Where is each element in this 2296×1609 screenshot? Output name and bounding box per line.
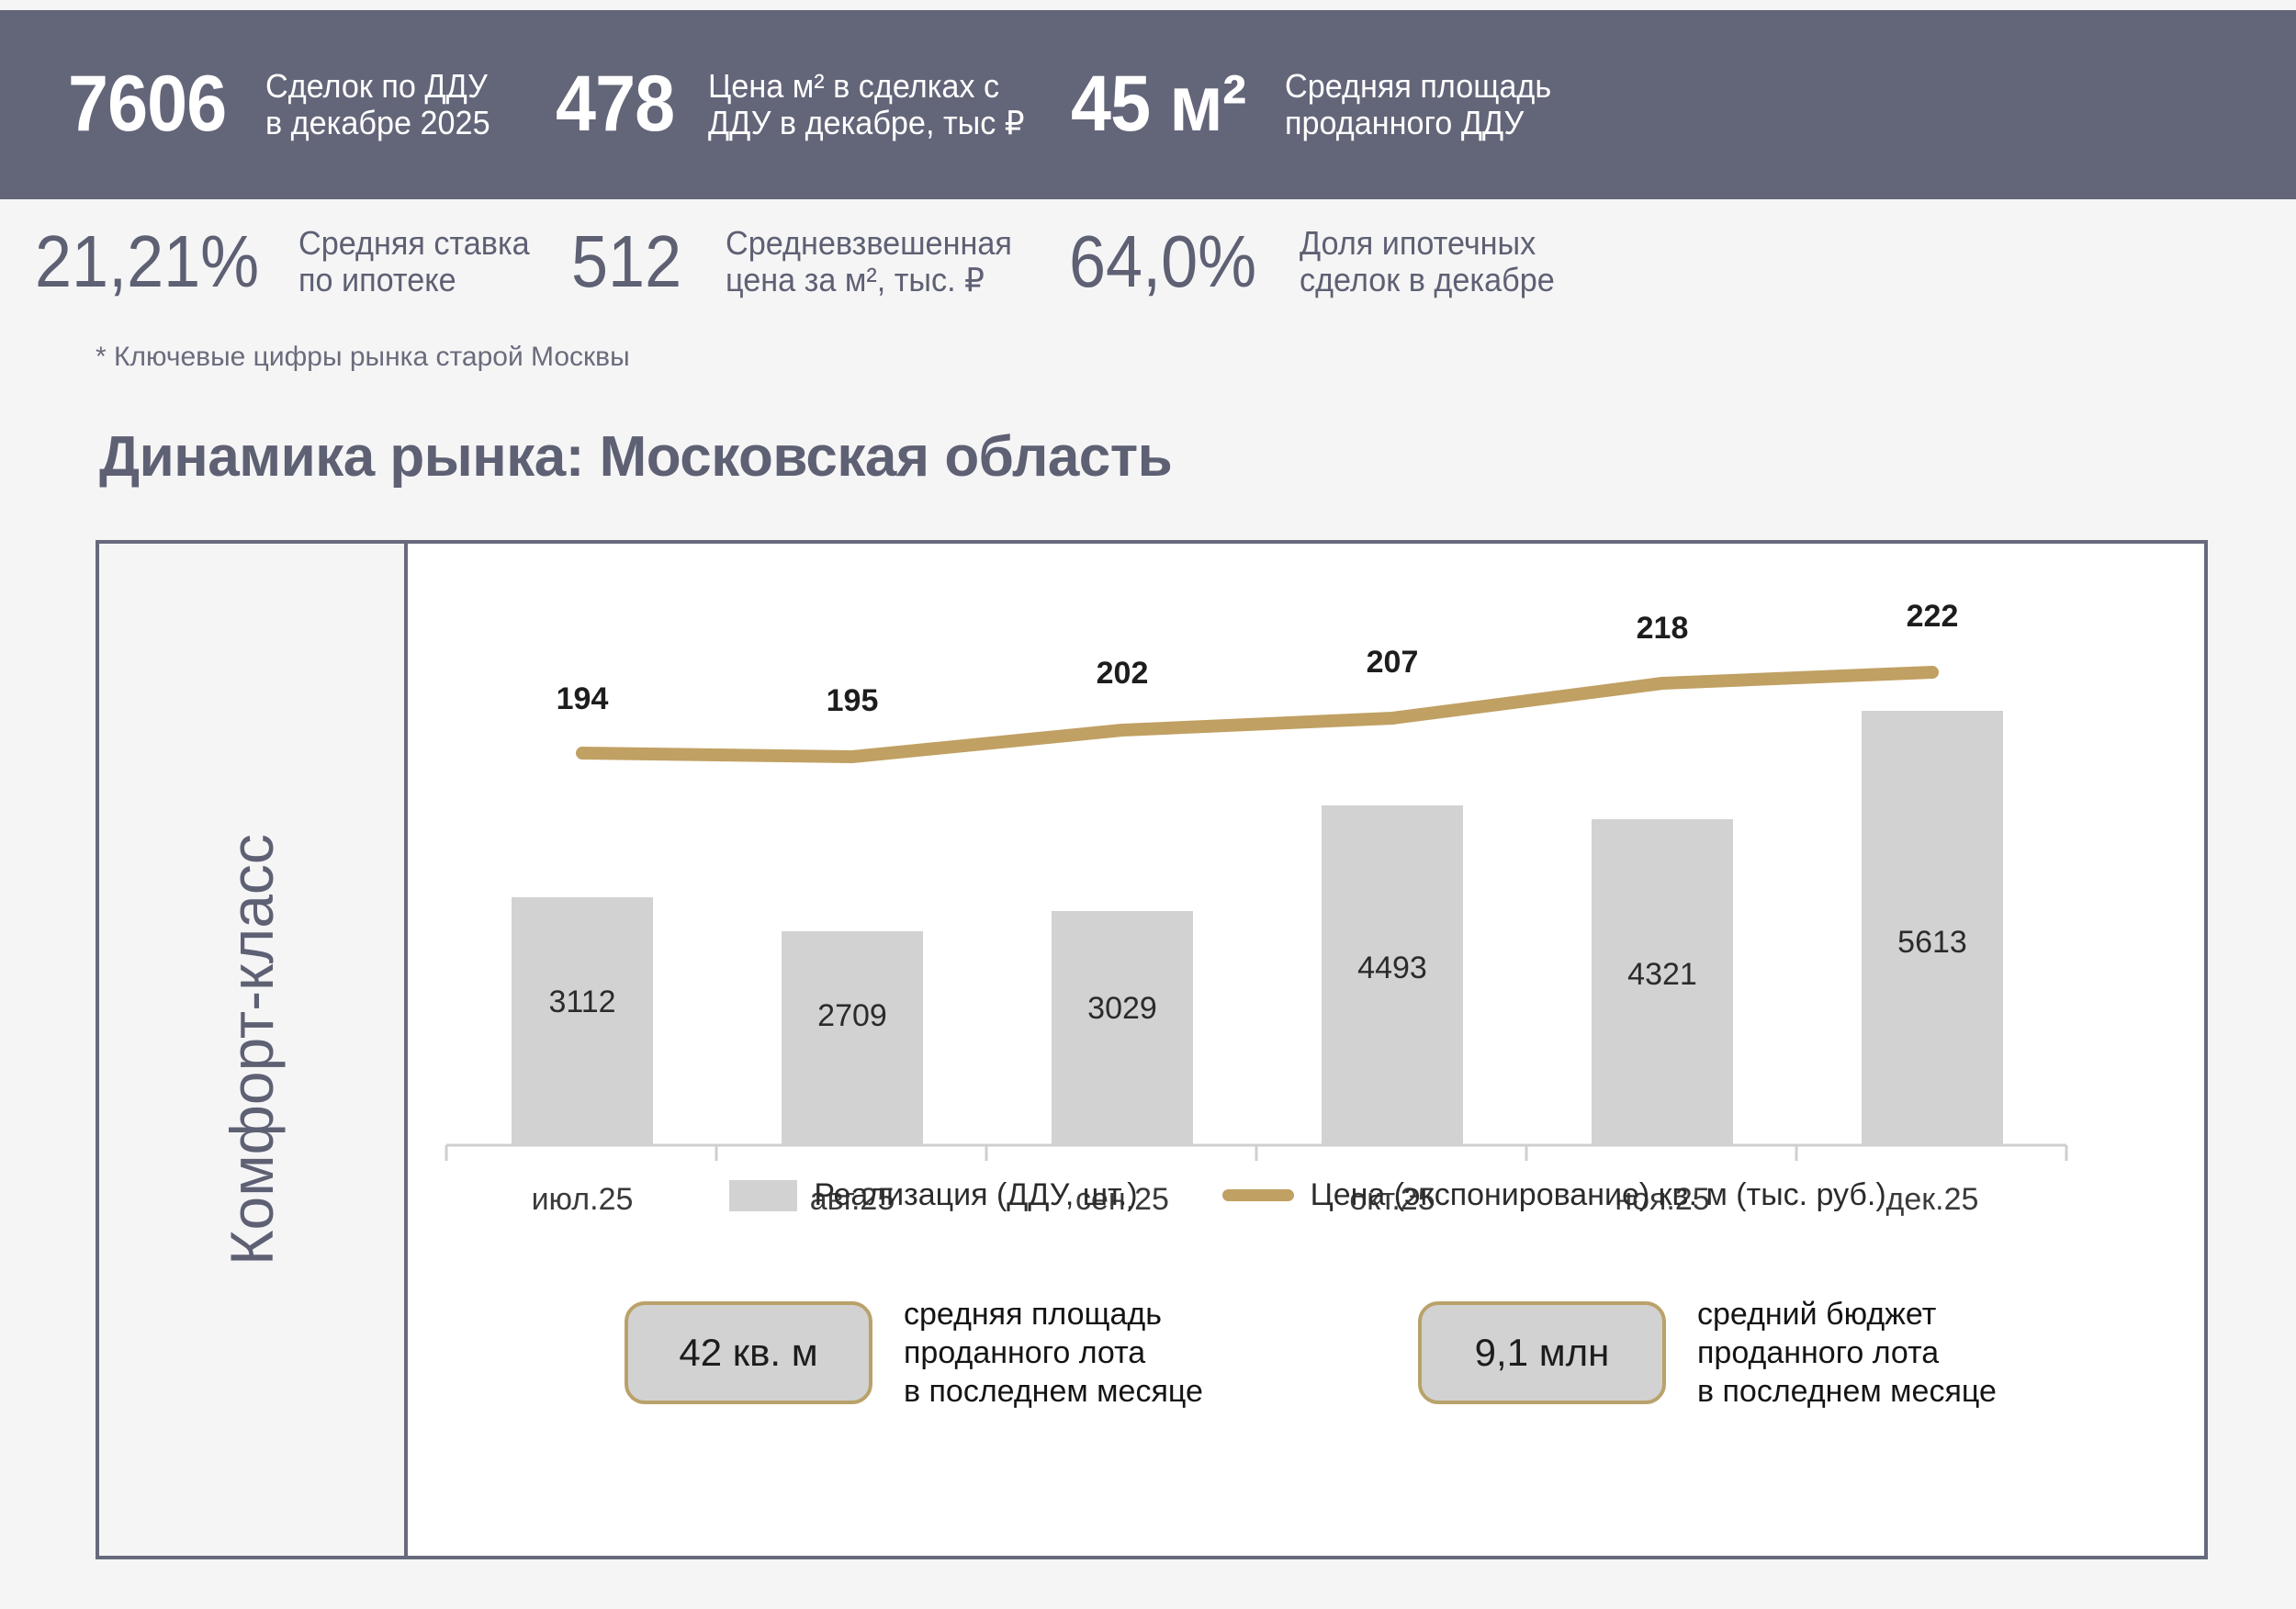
bar-noy25 [1592,819,1733,1145]
kpi-label: Доля ипотечных сделок в декабре [1299,223,1555,298]
x-axis-ticks [445,1145,2068,1161]
x-tick-sen25: сен.25 [1075,1182,1169,1217]
combo-chart [445,666,2068,1161]
bar-dek25 [1862,711,2003,1145]
segment-label: Комфорт-класс [218,834,286,1266]
kpi-mortgage-rate: 21,21% Средняя ставка по ипотеке [35,219,542,302]
kpi-average-area: 45 м² Средняя площадь проданного ДДУ [1071,60,1565,149]
badge-caption: средний бюджет проданного лота в последн… [1697,1297,1997,1410]
bar-sen25 [1052,911,1193,1145]
kpi-label: Сделок по ДДУ в декабре 2025 [265,66,490,141]
legend-item-realizations[interactable]: Реализация (ДДУ, шт.) [729,1177,1138,1213]
bar-okt25 [1322,805,1463,1145]
x-tick-iul25: июл.25 [531,1182,634,1217]
badge-pill: 9,1 млн [1418,1301,1666,1405]
kpi-band-secondary: 21,21% Средняя ставка по ипотеке 512 Сре… [0,211,2296,312]
line-value-label: 202 [1096,656,1149,691]
badge-value: 9,1 млн [1474,1331,1610,1375]
line-value-label: 218 [1636,611,1689,646]
x-tick-okt25: окт.25 [1349,1182,1435,1217]
line-value-label: 222 [1906,599,1959,634]
kpi-band-primary: 7606 Сделок по ДДУ в декабре 2025 478 Це… [0,10,2296,199]
bar-iul25 [512,897,653,1145]
badge-caption: средняя площадь проданного лота в послед… [904,1297,1203,1410]
summary-badges: 42 кв. м средняя площадь проданного лота… [408,1278,2208,1462]
bar-value-label: 3029 [1087,991,1157,1026]
badge-pill: 42 кв. м [625,1301,872,1405]
bar-value-label: 3112 [548,985,616,1019]
kpi-value: 512 [571,219,682,302]
badge-average-area: 42 кв. м средняя площадь проданного лота… [625,1295,1203,1411]
bar-value-label: 5613 [1897,925,1967,960]
legend-item-price[interactable]: Цена (экспонирование) кв. м (тыс. руб.) [1221,1177,1886,1213]
footnote: * Ключевые цифры рынка старой Москвы [96,342,630,372]
page-title: Динамика рынка: Московская область [99,425,1173,489]
legend-label: Реализация (ДДУ, шт.) [814,1177,1138,1212]
line-value-label: 207 [1366,645,1419,680]
kpi-price-per-sqm: 478 Цена м² в сделках с ДДУ в декабре, т… [555,60,1041,149]
line-value-label: 195 [826,683,879,718]
segment-rail: Комфорт-класс [99,544,408,1556]
chart-panel: Комфорт-класс [96,540,2208,1559]
kpi-value: 45 м² [1071,60,1246,149]
kpi-mortgage-share: 64,0% Доля ипотечных сделок в декабре [1069,219,1568,302]
kpi-label: Средняя площадь проданного ДДУ [1284,66,1552,141]
legend-label: Цена (экспонирование) кв. м (тыс. руб.) [1310,1177,1886,1212]
badge-average-budget: 9,1 млн средний бюджет проданного лота в… [1418,1295,1997,1411]
plot-area: 3112 2709 3029 4493 4321 5613 194 195 20… [408,544,2204,1556]
kpi-weighted-price: 512 Средневзвешенная цена за м², тыс. ₽ [571,219,1027,302]
bar-value-label: 2709 [817,998,887,1033]
bar-series [512,711,2003,1145]
kpi-label: Средняя ставка по ипотеке [298,223,531,298]
kpi-value: 21,21% [35,219,260,302]
price-line-series [576,666,1939,763]
kpi-label: Средневзвешенная цена за м², тыс. ₽ [725,223,1012,298]
line-swatch-icon [1221,1189,1294,1201]
x-tick-avg25: авг.25 [809,1182,895,1217]
badge-value: 42 кв. м [679,1331,818,1375]
kpi-value: 64,0% [1069,219,1257,302]
x-tick-noy25: ноя.25 [1615,1182,1710,1217]
bar-swatch-icon [729,1179,798,1211]
bar-avg25 [782,931,923,1145]
chart-legend: Реализация (ДДУ, шт.) Цена (экспонирован… [408,1177,2208,1213]
kpi-deals-count: 7606 Сделок по ДДУ в декабре 2025 [68,60,502,149]
line-value-label: 194 [556,681,609,716]
bar-value-label: 4321 [1627,957,1697,992]
bar-value-label: 4493 [1357,951,1427,985]
kpi-label: Цена м² в сделках с ДДУ в декабре, тыс ₽ [708,66,1025,141]
kpi-value: 478 [555,60,675,149]
kpi-value: 7606 [68,60,227,149]
x-tick-dek25: дек.25 [1885,1182,1979,1217]
